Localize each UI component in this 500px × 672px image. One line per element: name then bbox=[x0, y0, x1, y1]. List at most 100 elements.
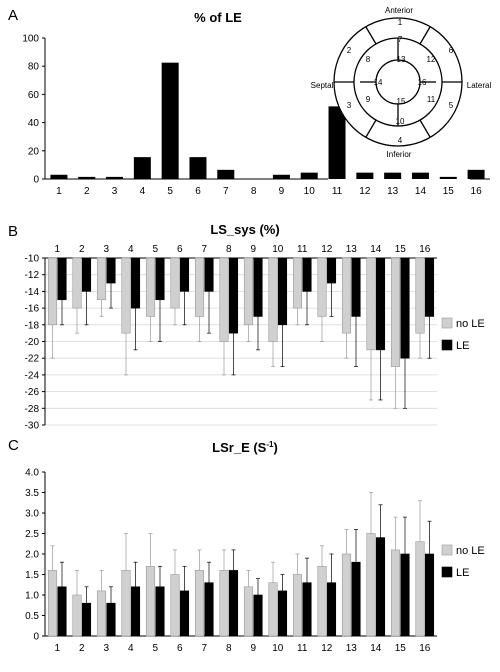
bar-le bbox=[228, 570, 239, 637]
x-tick-label: 3 bbox=[103, 244, 109, 255]
segment-label: 4 bbox=[398, 136, 403, 145]
bar bbox=[439, 176, 457, 179]
segment-label: 5 bbox=[449, 101, 454, 110]
bar-le bbox=[179, 590, 190, 637]
legend-label: no LE bbox=[456, 545, 485, 557]
bullseye-divider bbox=[419, 119, 431, 138]
bar-le bbox=[155, 586, 165, 637]
segment-label: 7 bbox=[398, 35, 403, 44]
x-tick-label: 4 bbox=[128, 244, 134, 255]
x-tick-label: 16 bbox=[419, 244, 431, 255]
bar-no-le bbox=[96, 590, 107, 637]
x-tick-label: 10 bbox=[272, 643, 284, 654]
bar-le bbox=[57, 586, 67, 637]
x-tick-label: 7 bbox=[201, 643, 207, 654]
y-tick-label: 2.5 bbox=[25, 529, 39, 540]
x-tick-label: 2 bbox=[79, 643, 85, 654]
y-tick-label: 60 bbox=[28, 90, 40, 101]
chart-title-c-sup: -1 bbox=[266, 440, 274, 449]
bar-no-le bbox=[145, 565, 156, 637]
chart-title-b: LS_sys (%) bbox=[210, 222, 279, 237]
y-tick-label: 0.5 bbox=[25, 611, 39, 622]
y-tick-label: 100 bbox=[22, 34, 39, 45]
x-tick-label: 9 bbox=[279, 186, 285, 197]
bar-no-le bbox=[243, 257, 254, 326]
bullseye-diagram: Anterior Inferior Septal Lateral 1 2 3 4… bbox=[311, 6, 492, 159]
x-tick-label: 5 bbox=[152, 244, 158, 255]
legend-swatch bbox=[441, 317, 453, 329]
x-tick-label: 1 bbox=[56, 186, 62, 197]
x-tick-label: 2 bbox=[79, 244, 85, 255]
bar-le bbox=[351, 257, 361, 317]
bar-le bbox=[277, 590, 288, 637]
bar-no-le bbox=[72, 594, 82, 637]
panel-c: C LSr_E (S-1) 00.51.01.52.02.53.03.54.0 … bbox=[8, 437, 485, 654]
bar-le bbox=[81, 602, 92, 637]
y-tick-label: -14 bbox=[25, 287, 40, 298]
bullseye-divider bbox=[419, 26, 431, 45]
x-tick-label: 4 bbox=[128, 643, 134, 654]
x-tick-label: 1 bbox=[54, 244, 60, 255]
bar-no-le bbox=[121, 257, 131, 334]
bar-no-le bbox=[219, 257, 229, 342]
bar bbox=[356, 172, 374, 179]
bar-le bbox=[424, 553, 435, 637]
legend-b: no LE LE bbox=[441, 317, 485, 352]
bar-le bbox=[81, 257, 92, 292]
direction-label-septal: Septal bbox=[311, 81, 334, 90]
bar bbox=[384, 172, 402, 179]
bar-no-le bbox=[268, 582, 278, 637]
x-tick-label: 16 bbox=[471, 186, 483, 197]
x-tick-label: 16 bbox=[419, 643, 431, 654]
bar-no-le bbox=[170, 574, 180, 637]
bar-le bbox=[424, 257, 435, 317]
bar-no-le bbox=[194, 570, 205, 637]
bar-le bbox=[302, 582, 312, 637]
x-tick-label: 13 bbox=[346, 643, 358, 654]
x-tick-label: 15 bbox=[443, 186, 455, 197]
y-tick-label: 40 bbox=[28, 118, 40, 129]
bar-le bbox=[130, 586, 141, 637]
segment-label: 10 bbox=[396, 117, 405, 126]
bar-no-le bbox=[268, 257, 278, 342]
bar-no-le bbox=[170, 257, 180, 309]
bar-le bbox=[302, 257, 312, 292]
bar-le bbox=[277, 257, 288, 326]
bar-le bbox=[351, 561, 361, 637]
y-tick-label: -16 bbox=[25, 304, 40, 315]
bar-no-le bbox=[366, 257, 376, 351]
x-tick-label: 11 bbox=[297, 244, 308, 255]
x-tick-label: 5 bbox=[152, 643, 158, 654]
legend-label: no LE bbox=[456, 318, 485, 330]
bar-le bbox=[130, 257, 141, 309]
panel-label-b: B bbox=[8, 223, 18, 240]
x-tick-label: 12 bbox=[321, 244, 333, 255]
bar-no-le bbox=[292, 257, 303, 309]
segment-label: 3 bbox=[347, 101, 352, 110]
y-tick-label: -10 bbox=[25, 254, 40, 265]
y-tick-label: -22 bbox=[25, 354, 40, 365]
x-tick-label: 12 bbox=[359, 186, 371, 197]
x-tick-label: 3 bbox=[103, 643, 109, 654]
bullseye-divider bbox=[365, 26, 377, 45]
panel-label-a: A bbox=[8, 7, 18, 24]
panel-label-c: C bbox=[8, 437, 19, 454]
legend-swatch bbox=[441, 566, 453, 578]
bar-no-le bbox=[121, 570, 131, 637]
bar-no-le bbox=[145, 257, 156, 317]
x-tick-label: 6 bbox=[177, 643, 183, 654]
y-tick-label: -18 bbox=[25, 320, 40, 331]
bar-le bbox=[375, 537, 386, 637]
x-tick-label: 15 bbox=[395, 643, 407, 654]
bar-le bbox=[106, 257, 116, 284]
bullseye-divider bbox=[365, 119, 377, 138]
y-tick-label: -28 bbox=[25, 404, 40, 415]
bars-c bbox=[47, 492, 435, 637]
y-tick-label: 80 bbox=[28, 62, 40, 73]
segment-label: 13 bbox=[397, 55, 406, 64]
direction-label-anterior: Anterior bbox=[385, 6, 413, 15]
bar-le bbox=[204, 582, 214, 637]
bar bbox=[133, 157, 151, 179]
bar-no-le bbox=[341, 257, 352, 334]
